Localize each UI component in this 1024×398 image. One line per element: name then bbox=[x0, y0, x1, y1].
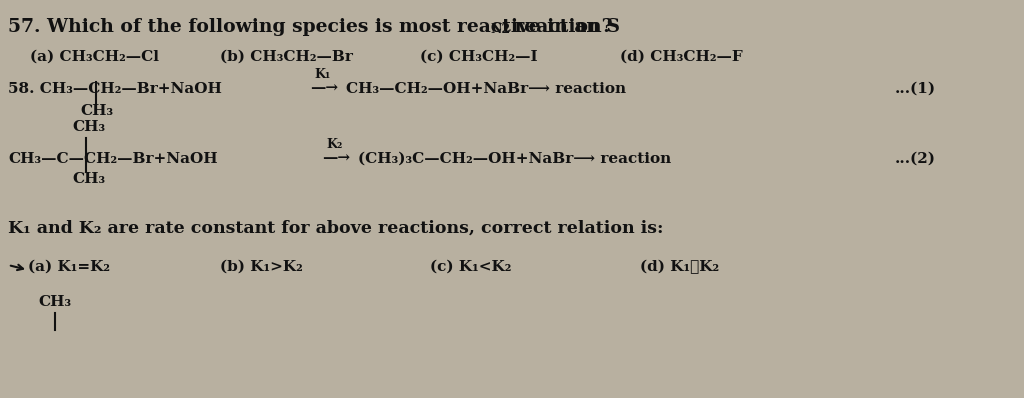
Text: CH₃: CH₃ bbox=[72, 172, 105, 186]
Text: (a) CH₃CH₂—Cl: (a) CH₃CH₂—Cl bbox=[30, 50, 159, 64]
Text: (d) CH₃CH₂—F: (d) CH₃CH₂—F bbox=[620, 50, 742, 64]
Text: 58. CH₃—CH₂—Br+NaOH: 58. CH₃—CH₂—Br+NaOH bbox=[8, 82, 222, 96]
Text: N2: N2 bbox=[490, 23, 510, 36]
Text: —→: —→ bbox=[310, 82, 338, 96]
Text: ...(1): ...(1) bbox=[895, 82, 936, 96]
Text: CH₃: CH₃ bbox=[80, 104, 113, 118]
Text: CH₃—C—CH₂—Br+NaOH: CH₃—C—CH₂—Br+NaOH bbox=[8, 152, 218, 166]
Text: ...(2): ...(2) bbox=[895, 152, 936, 166]
Text: reaction?: reaction? bbox=[508, 18, 612, 36]
Text: CH₃: CH₃ bbox=[72, 120, 105, 134]
Text: (c) CH₃CH₂—I: (c) CH₃CH₂—I bbox=[420, 50, 538, 64]
Text: CH₃: CH₃ bbox=[38, 295, 71, 309]
Text: (c) K₁<K₂: (c) K₁<K₂ bbox=[430, 260, 511, 274]
Text: (b) K₁>K₂: (b) K₁>K₂ bbox=[220, 260, 303, 274]
Text: —→: —→ bbox=[322, 152, 350, 166]
Text: K₁ and K₂ are rate constant for above reactions, correct relation is:: K₁ and K₂ are rate constant for above re… bbox=[8, 220, 664, 237]
Text: (b) CH₃CH₂—Br: (b) CH₃CH₂—Br bbox=[220, 50, 353, 64]
Text: (a) K₁=K₂: (a) K₁=K₂ bbox=[28, 260, 110, 274]
Text: (CH₃)₃C—CH₂—OH+NaBr⟶ reaction: (CH₃)₃C—CH₂—OH+NaBr⟶ reaction bbox=[358, 152, 672, 166]
Text: K₁: K₁ bbox=[314, 68, 331, 81]
Text: CH₃—CH₂—OH+NaBr⟶ reaction: CH₃—CH₂—OH+NaBr⟶ reaction bbox=[346, 82, 626, 96]
Text: K₂: K₂ bbox=[326, 138, 342, 151]
Text: (d) K₁≪K₂: (d) K₁≪K₂ bbox=[640, 260, 719, 274]
Text: 57. Which of the following species is most reactive in an S: 57. Which of the following species is mo… bbox=[8, 18, 620, 36]
